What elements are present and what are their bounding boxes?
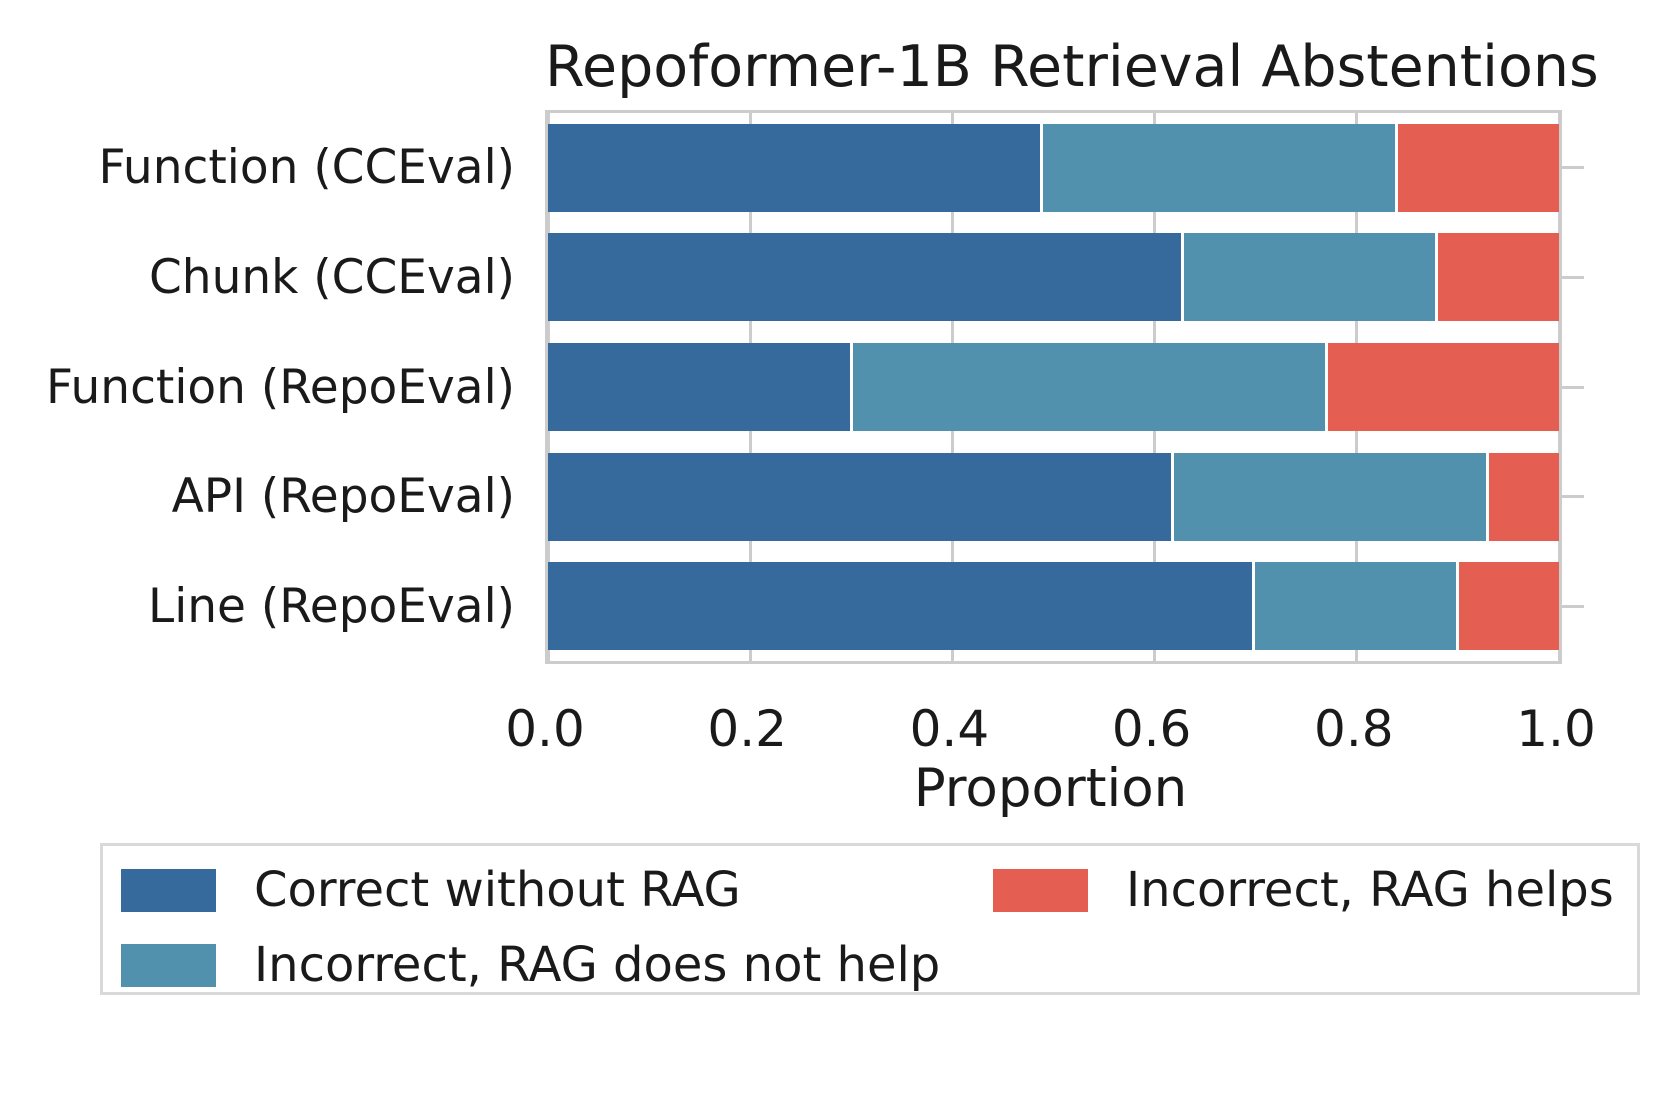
x-tick-label-1-0: 1.0 <box>1516 700 1596 758</box>
bar-row-line-repoeval <box>548 562 1559 651</box>
legend-label-incorrect-rag-does-not-help: Incorrect, RAG does not help <box>254 937 941 993</box>
x-axis-label: Proportion <box>913 758 1188 819</box>
bar-row-function-repoeval <box>548 343 1559 431</box>
bar-segment-incorrect-rag-does-not-help <box>1184 233 1436 322</box>
plot-area <box>545 110 1584 664</box>
legend-entry-incorrect-rag-helps: Incorrect, RAG helps <box>993 862 1614 918</box>
y-label-function-cceval: Function (CCEval) <box>98 140 515 196</box>
chart-title: Repoformer-1B Retrieval Abstentions <box>545 34 1599 100</box>
legend-swatch-incorrect-rag-helps <box>993 868 1088 912</box>
legend-entry-incorrect-rag-does-not-help: Incorrect, RAG does not help <box>121 937 941 993</box>
y-label-line-repoeval: Line (RepoEval) <box>148 578 515 634</box>
bar-segment-correct-without-rag <box>548 343 850 431</box>
y-tick-mark <box>1559 385 1584 389</box>
x-tick-label-0-4: 0.4 <box>909 700 990 758</box>
bar-segment-incorrect-rag-helps <box>1458 562 1559 651</box>
bar-segment-incorrect-rag-helps <box>1438 233 1559 322</box>
bar-row-api-repoeval <box>548 452 1559 541</box>
bar-segment-incorrect-rag-does-not-help <box>852 343 1325 431</box>
legend: Correct without RAG Incorrect, RAG does n… <box>100 843 1640 995</box>
bar-segment-correct-without-rag <box>548 452 1172 541</box>
bar-segment-incorrect-rag-helps <box>1488 452 1559 541</box>
y-label-function-repoeval: Function (RepoEval) <box>46 359 515 415</box>
bar-segment-correct-without-rag <box>548 562 1252 651</box>
x-tick-label-0-8: 0.8 <box>1314 700 1394 758</box>
y-axis-labels: Function (CCEval) Chunk (CCEval) Function … <box>0 113 515 661</box>
bar-row-function-cceval <box>548 123 1559 212</box>
y-tick-mark <box>1559 275 1584 279</box>
legend-label-correct-without-rag: Correct without RAG <box>254 862 741 918</box>
bar-row-chunk-cceval <box>548 233 1559 322</box>
legend-label-incorrect-rag-helps: Incorrect, RAG helps <box>1126 862 1614 918</box>
bar-segment-incorrect-rag-does-not-help <box>1043 123 1396 212</box>
bar-segment-correct-without-rag <box>548 233 1182 322</box>
bar-segment-incorrect-rag-does-not-help <box>1254 562 1456 651</box>
y-tick-mark <box>1559 495 1584 499</box>
legend-entry-correct-without-rag: Correct without RAG <box>121 862 741 918</box>
x-tick-label-0-0: 0.0 <box>505 700 585 758</box>
x-tick-label-0-2: 0.2 <box>707 700 787 758</box>
bar-segment-correct-without-rag <box>548 123 1041 212</box>
y-tick-mark <box>1559 166 1584 170</box>
legend-swatch-incorrect-rag-does-not-help <box>121 943 216 987</box>
bar-segment-incorrect-rag-does-not-help <box>1174 452 1486 541</box>
x-axis-ticks: 0.0 0.2 0.4 0.6 0.8 1.0 <box>0 700 1661 760</box>
y-label-api-repoeval: API (RepoEval) <box>171 469 515 525</box>
bar-segment-incorrect-rag-helps <box>1327 343 1559 431</box>
bar-segment-incorrect-rag-helps <box>1398 123 1559 212</box>
y-label-chunk-cceval: Chunk (CCEval) <box>148 249 515 305</box>
legend-swatch-correct-without-rag <box>121 868 216 912</box>
y-tick-mark <box>1559 604 1584 608</box>
x-tick-label-0-6: 0.6 <box>1111 700 1192 758</box>
